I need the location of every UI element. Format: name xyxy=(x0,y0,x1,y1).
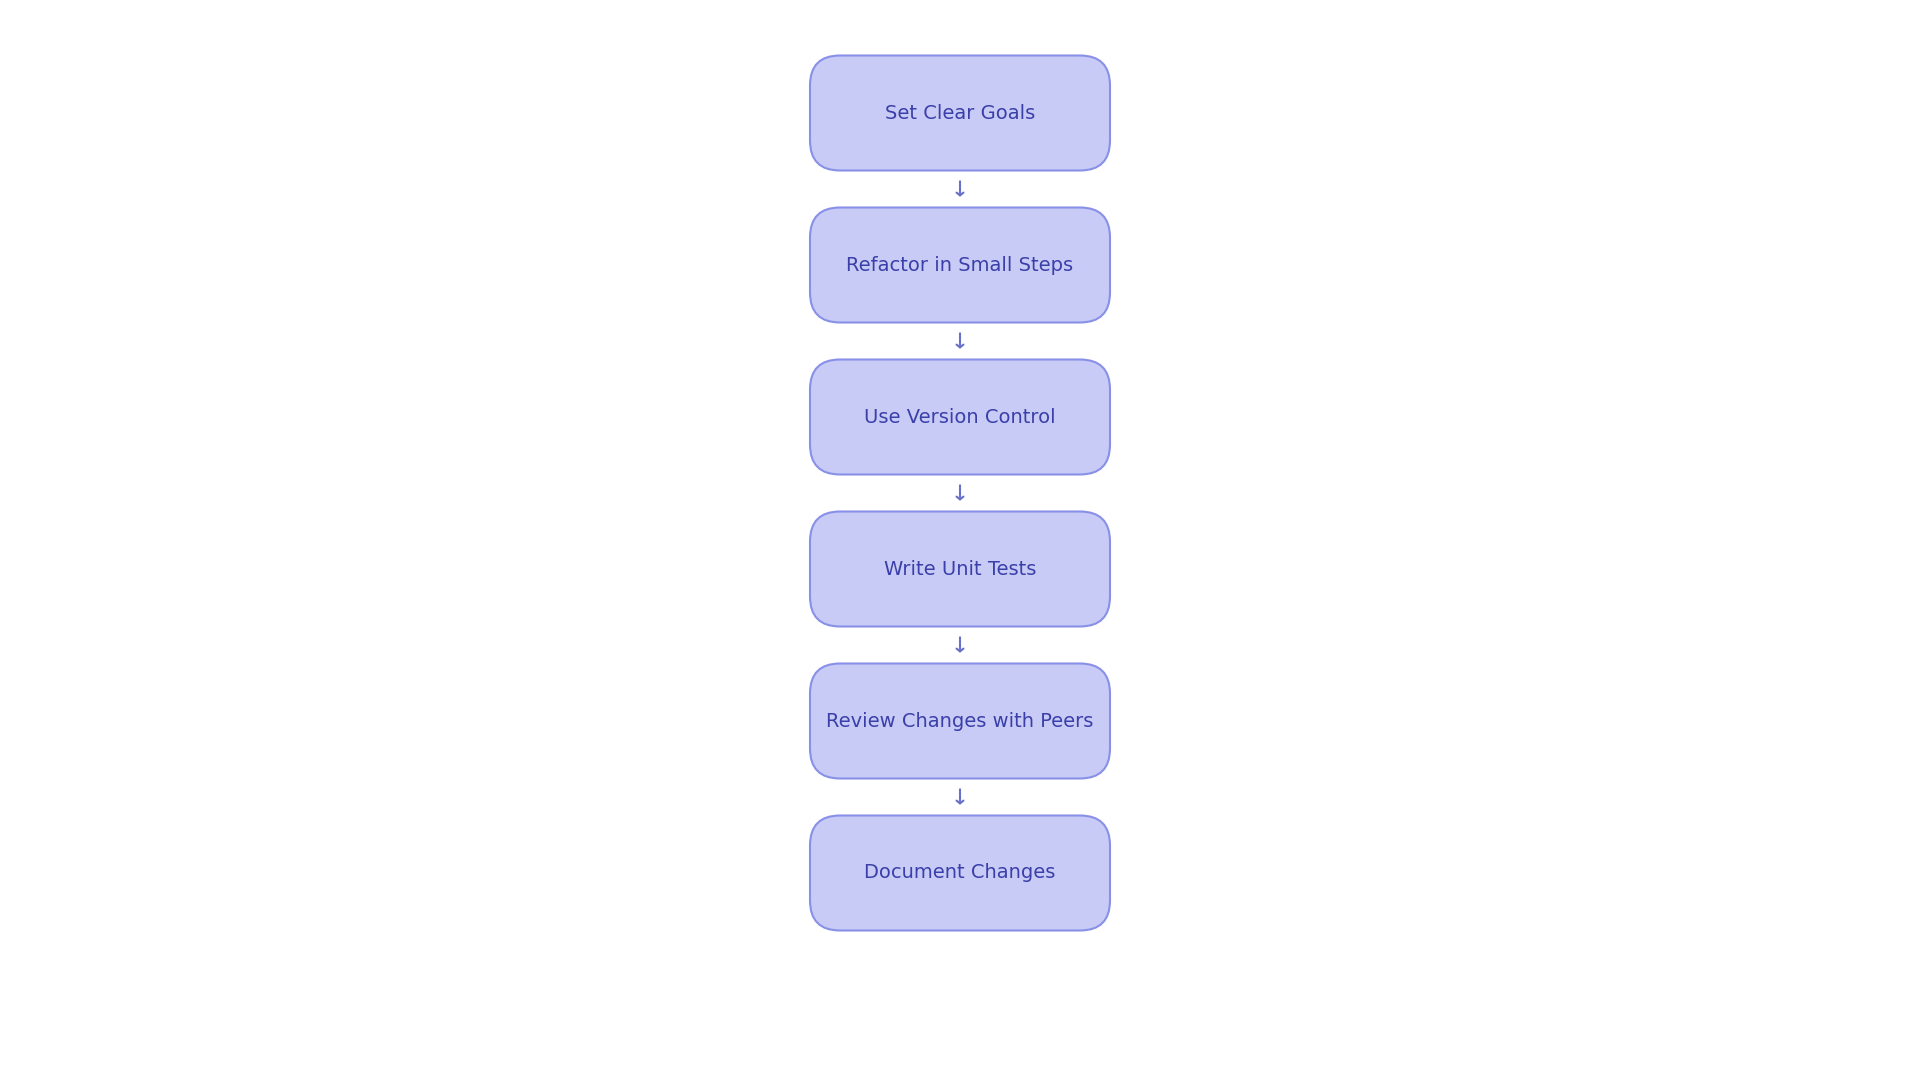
FancyBboxPatch shape xyxy=(810,815,1110,930)
Text: Refactor in Small Steps: Refactor in Small Steps xyxy=(847,256,1073,274)
FancyBboxPatch shape xyxy=(810,664,1110,779)
FancyBboxPatch shape xyxy=(810,360,1110,474)
FancyBboxPatch shape xyxy=(810,511,1110,626)
FancyBboxPatch shape xyxy=(810,208,1110,323)
Text: Set Clear Goals: Set Clear Goals xyxy=(885,104,1035,122)
FancyBboxPatch shape xyxy=(810,55,1110,170)
Text: Review Changes with Peers: Review Changes with Peers xyxy=(826,712,1094,731)
Text: Write Unit Tests: Write Unit Tests xyxy=(883,560,1037,578)
Text: Use Version Control: Use Version Control xyxy=(864,407,1056,427)
Text: Document Changes: Document Changes xyxy=(864,863,1056,883)
